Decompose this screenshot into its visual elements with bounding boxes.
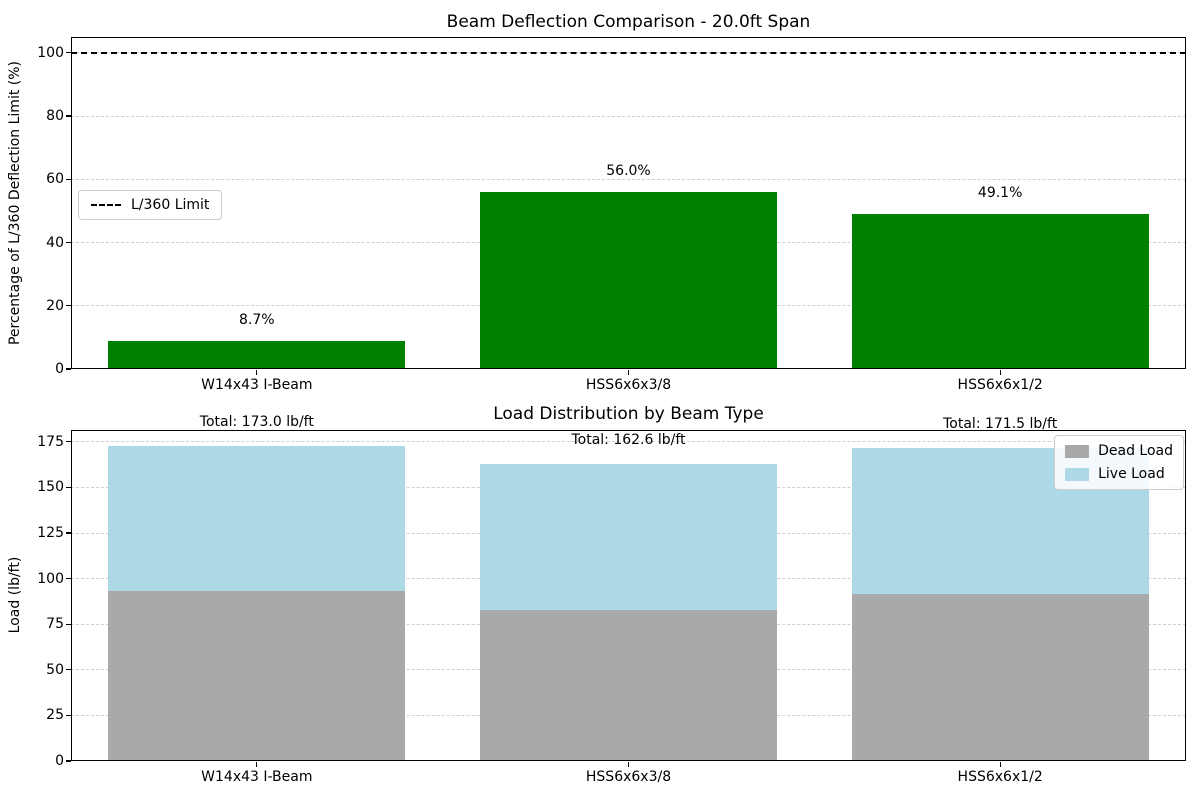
y-tick [66,578,71,580]
y-tick-label: 0 [55,361,64,377]
y-tick [66,305,71,307]
x-tick-label: HSS6x6x1/2 [957,769,1043,785]
y-tick-label: 175 [37,433,64,450]
y-tick [66,241,71,244]
bar-segment [479,464,778,611]
y-tick-label: 60 [46,171,64,188]
bar [479,191,778,369]
total-label: Total: 171.5 lb/ft [943,416,1058,433]
threshold-line [71,51,1186,54]
live-load-swatch [1065,467,1090,481]
y-tick-label: 80 [46,108,64,125]
legend-label-live-load: Live Load [1098,466,1165,482]
bar [851,213,1149,369]
bar-value-label: 8.7% [239,312,275,329]
x-tick [256,762,258,767]
total-label: Total: 173.0 lb/ft [199,413,314,430]
bar-value-label: 56.0% [606,162,651,179]
y-tick [66,532,71,534]
bar-segment [108,445,406,592]
x-tick-label: W14x43 I-Beam [201,769,313,785]
x-tick-label: HSS6x6x3/8 [585,769,672,785]
y-tick-label: 75 [46,616,64,633]
y-tick [66,115,71,117]
grid-line [71,441,1186,443]
total-label: Total: 162.6 lb/ft [571,432,686,449]
legend-label-dead-load: Dead Load [1098,443,1173,459]
grid-line [71,178,1186,180]
bar-segment [851,594,1149,761]
legend-label-l360: L/360 Limit [131,197,210,213]
dashed-line-swatch [91,204,121,206]
y-tick [66,368,71,370]
x-tick [999,370,1001,375]
load-legend: Dead Load Live Load [1054,435,1184,490]
x-tick [627,370,630,375]
y-tick [66,178,71,180]
x-tick-label: HSS6x6x1/2 [957,377,1043,393]
x-tick [627,762,630,767]
bar-value-label: 49.1% [977,184,1023,201]
legend-row-dead-load: Dead Load [1065,442,1173,460]
load-chart-title: Load Distribution by Beam Type [493,404,764,424]
deflection-chart-title: Beam Deflection Comparison - 20.0ft Span [446,12,811,32]
y-tick-label: 150 [37,479,64,496]
x-tick [256,370,258,375]
bar-segment [108,591,406,761]
bar [108,341,406,369]
x-tick [999,762,1001,767]
y-tick [66,669,71,671]
dead-load-swatch [1065,444,1090,458]
y-tick [66,486,71,489]
legend-row-live-load: Live Load [1065,465,1173,483]
y-tick-label: 100 [37,44,64,61]
x-tick-label: W14x43 I-Beam [201,377,313,393]
grid-line [71,115,1186,117]
y-tick-label: 25 [46,707,64,724]
l360-limit-legend: L/360 Limit [78,190,223,220]
y-tick-label: 40 [46,234,64,251]
y-tick [66,441,71,443]
y-tick-label: 20 [46,297,64,314]
y-tick-label: 100 [37,570,64,587]
y-tick [66,714,71,716]
y-tick-label: 50 [46,661,64,678]
y-tick-label: 0 [55,753,64,769]
y-tick [66,623,71,625]
y-tick-label: 125 [37,525,64,542]
y-tick [66,760,71,762]
x-tick-label: HSS6x6x3/8 [585,377,672,393]
bar-segment [479,610,778,761]
y-tick [66,52,71,54]
